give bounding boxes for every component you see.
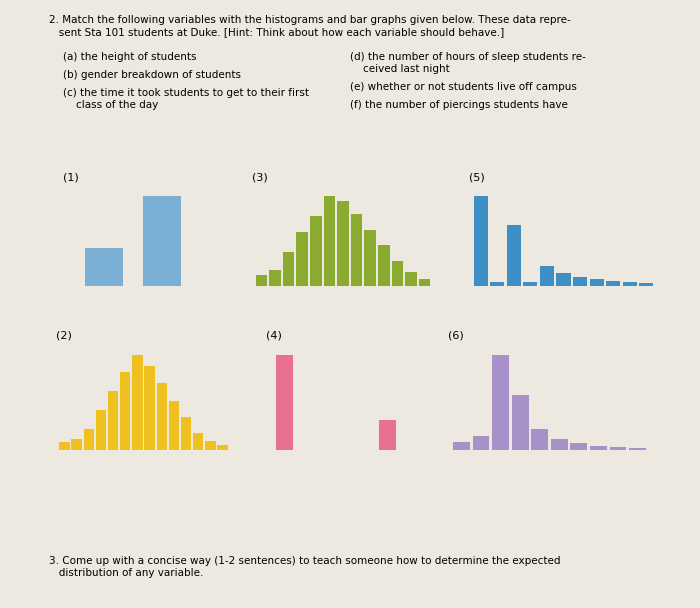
Bar: [490, 282, 504, 286]
Bar: [378, 246, 389, 286]
Text: (f) the number of piercings students have: (f) the number of piercings students hav…: [350, 100, 568, 110]
Bar: [108, 391, 118, 450]
Bar: [144, 366, 155, 450]
Bar: [217, 445, 228, 450]
Bar: [573, 277, 587, 286]
Bar: [132, 355, 143, 450]
Text: sent Sta 101 students at Duke. [Hint: Think about how each variable should behav: sent Sta 101 students at Duke. [Hint: Th…: [49, 27, 504, 37]
Bar: [120, 372, 130, 450]
Bar: [391, 261, 403, 286]
Text: (3): (3): [252, 173, 267, 182]
Bar: [83, 429, 94, 450]
Bar: [551, 438, 568, 450]
Bar: [454, 443, 470, 450]
Text: ceived last night: ceived last night: [350, 64, 449, 74]
Bar: [71, 438, 82, 450]
Bar: [531, 429, 548, 450]
Bar: [181, 416, 191, 450]
Bar: [405, 272, 416, 286]
Text: (d) the number of hours of sleep students re-: (d) the number of hours of sleep student…: [350, 52, 586, 61]
Text: (2): (2): [56, 331, 72, 340]
Bar: [570, 443, 587, 450]
Bar: [474, 196, 488, 286]
Bar: [256, 275, 267, 286]
Bar: [507, 225, 521, 286]
Bar: [639, 283, 653, 286]
Bar: [96, 410, 106, 450]
Bar: [144, 196, 181, 286]
Bar: [629, 448, 645, 450]
Bar: [623, 282, 637, 286]
Bar: [337, 201, 349, 286]
Text: (c) the time it took students to get to their first: (c) the time it took students to get to …: [63, 88, 309, 98]
Text: class of the day: class of the day: [63, 100, 158, 110]
Bar: [323, 196, 335, 286]
Bar: [351, 214, 363, 286]
Bar: [606, 282, 620, 286]
Text: (b) gender breakdown of students: (b) gender breakdown of students: [63, 70, 241, 80]
Bar: [193, 433, 204, 450]
Bar: [270, 269, 281, 286]
Bar: [310, 216, 321, 286]
Bar: [157, 384, 167, 450]
Bar: [589, 280, 603, 286]
Bar: [379, 420, 396, 450]
Bar: [473, 436, 489, 450]
Bar: [590, 446, 607, 450]
Text: (1): (1): [63, 173, 78, 182]
Text: (e) whether or not students live off campus: (e) whether or not students live off cam…: [350, 82, 577, 92]
Bar: [205, 441, 216, 450]
Bar: [540, 266, 554, 286]
Bar: [610, 447, 626, 450]
Text: (5): (5): [469, 173, 484, 182]
Text: (a) the height of students: (a) the height of students: [63, 52, 197, 61]
Bar: [85, 248, 122, 286]
Text: (4): (4): [266, 331, 282, 340]
Text: 2. Match the following variables with the histograms and bar graphs given below.: 2. Match the following variables with th…: [49, 15, 570, 25]
Text: (6): (6): [448, 331, 463, 340]
Bar: [419, 278, 430, 286]
Bar: [492, 355, 509, 450]
Text: 3. Come up with a concise way (1-2 sentences) to teach someone how to determine : 3. Come up with a concise way (1-2 sente…: [49, 556, 561, 566]
Bar: [283, 252, 295, 286]
Bar: [365, 230, 376, 286]
Bar: [276, 355, 293, 450]
Bar: [524, 282, 538, 286]
Bar: [297, 232, 308, 286]
Bar: [60, 443, 70, 450]
Bar: [512, 395, 528, 450]
Text: distribution of any variable.: distribution of any variable.: [49, 568, 204, 578]
Bar: [169, 401, 179, 450]
Bar: [556, 273, 570, 286]
